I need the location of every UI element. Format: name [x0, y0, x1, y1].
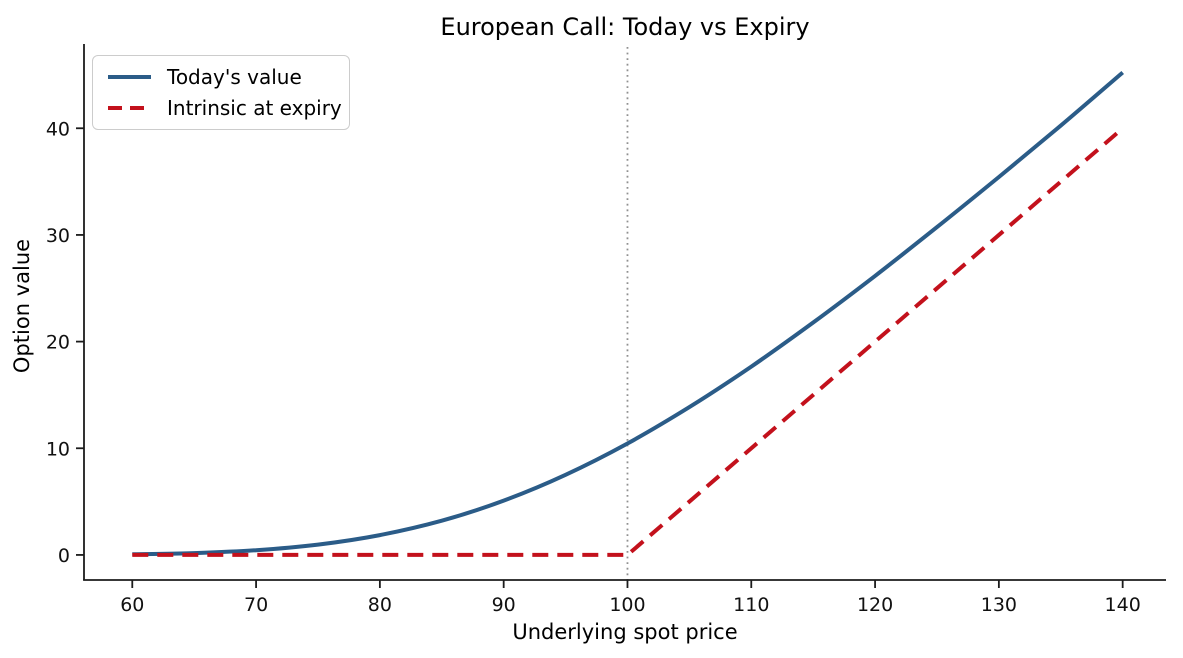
legend-item-todays-value: Today's value [107, 65, 335, 89]
x-tick-label: 60 [120, 594, 144, 616]
x-tick-label: 100 [609, 594, 645, 616]
y-tick-label: 0 [58, 545, 70, 567]
series-line-0 [132, 70, 1124, 557]
chart-legend: Today's value Intrinsic at expiry [92, 55, 350, 130]
chart-title: European Call: Today vs Expiry [440, 13, 810, 41]
legend-dashed-line-swatch [108, 106, 151, 110]
x-tick-label: 80 [368, 594, 392, 616]
x-tick-label: 120 [857, 594, 893, 616]
x-tick-label: 70 [244, 594, 268, 616]
legend-item-intrinsic: Intrinsic at expiry [107, 96, 342, 120]
y-tick-label: 30 [46, 225, 70, 247]
x-tick-label: 110 [733, 594, 769, 616]
y-axis-label: Option value [10, 238, 34, 374]
x-axis-label: Underlying spot price [512, 620, 738, 644]
y-tick-label: 40 [46, 118, 70, 140]
legend-label-todays-value: Today's value [167, 65, 302, 89]
y-tick-label: 10 [46, 438, 70, 460]
y-tick-label: 20 [46, 332, 70, 354]
x-tick-label: 90 [492, 594, 516, 616]
legend-solid-line-swatch [108, 75, 151, 79]
x-tick-label: 130 [981, 594, 1017, 616]
x-tick-label: 140 [1105, 594, 1141, 616]
series-line-1 [132, 126, 1125, 557]
legend-label-intrinsic: Intrinsic at expiry [167, 96, 342, 120]
